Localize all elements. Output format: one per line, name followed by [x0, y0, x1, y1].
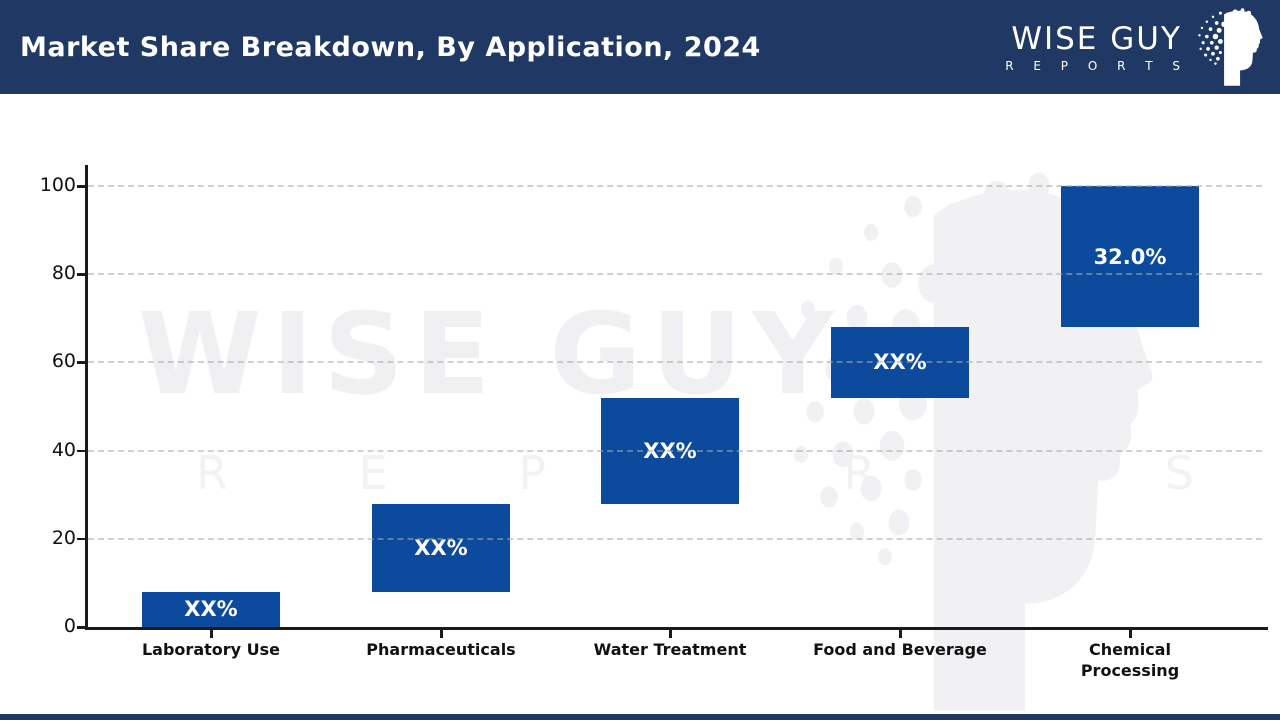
page-title: Market Share Breakdown, By Application, …: [0, 32, 761, 63]
y-tick-label: 100: [0, 174, 76, 196]
gridline-20: [88, 538, 1262, 540]
y-tick-label: 0: [0, 615, 76, 637]
bar-value-label: 32.0%: [1094, 245, 1167, 269]
gridline-80: [88, 273, 1262, 275]
gridline-40: [88, 450, 1262, 452]
x-tick-mark: [669, 629, 672, 638]
logo-text: WISE GUY R E P O R T S: [1005, 21, 1188, 73]
logo-wordmark: WISE GUY: [1005, 21, 1188, 57]
y-tick-mark: [77, 626, 86, 629]
bar-2: XX%: [372, 504, 510, 592]
dotted-head-icon: [1192, 7, 1266, 87]
x-tick-mark: [899, 629, 902, 638]
y-tick-label: 60: [0, 350, 76, 372]
bar-1: XX%: [142, 592, 280, 627]
logo-subtext: R E P O R T S: [1005, 59, 1188, 73]
gridline-60: [88, 361, 1262, 363]
bar-value-label: XX%: [184, 597, 237, 621]
y-tick-label: 20: [0, 527, 76, 549]
header-bar: Market Share Breakdown, By Application, …: [0, 0, 1280, 94]
x-tick-mark: [440, 629, 443, 638]
y-tick-label: 40: [0, 439, 76, 461]
x-axis-line: [85, 627, 1268, 630]
category-label: Water Treatment: [555, 640, 785, 661]
category-label: Chemical Processing: [1015, 640, 1245, 682]
x-tick-mark: [1129, 629, 1132, 638]
y-tick-label: 80: [0, 262, 76, 284]
gridline-100: [88, 185, 1262, 187]
y-axis-line: [85, 165, 88, 629]
y-tick-mark: [77, 361, 86, 364]
y-tick-mark: [77, 273, 86, 276]
category-label: Laboratory Use: [96, 640, 326, 661]
bar-5: 32.0%: [1061, 186, 1199, 327]
y-tick-mark: [77, 538, 86, 541]
y-tick-mark: [77, 185, 86, 188]
chart-area: WISE GUY R E P O R T S 020406080100XX%La…: [0, 94, 1280, 714]
category-label: Pharmaceuticals: [326, 640, 556, 661]
wise-guy-logo: WISE GUY R E P O R T S: [1005, 7, 1266, 87]
x-tick-mark: [210, 629, 213, 638]
y-tick-mark: [77, 450, 86, 453]
category-label: Food and Beverage: [785, 640, 1015, 661]
